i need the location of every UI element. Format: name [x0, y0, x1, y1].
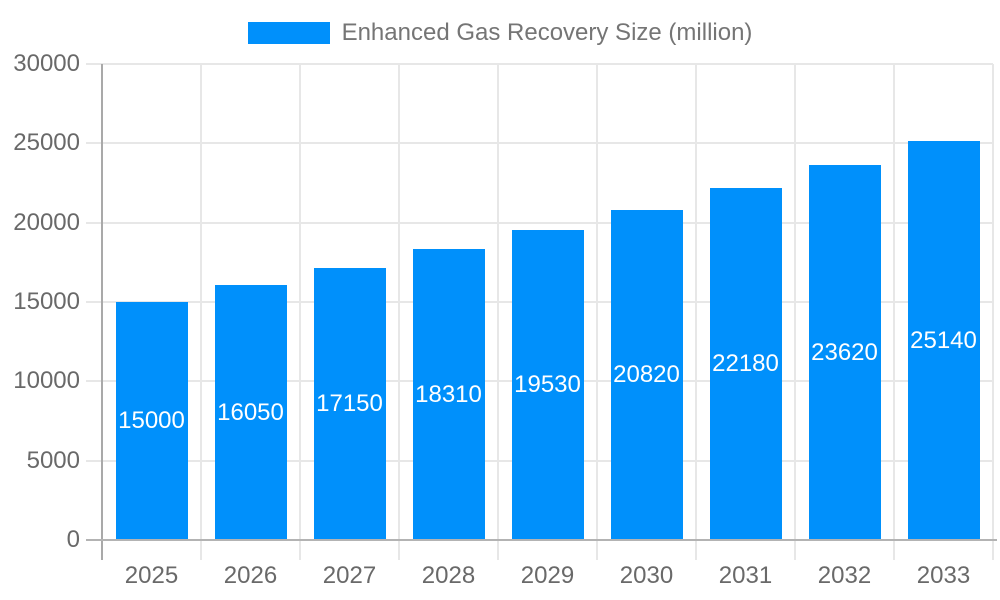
legend-label: Enhanced Gas Recovery Size (million): [341, 19, 753, 46]
h-gridline: [86, 142, 993, 145]
bar[interactable]: 25140: [907, 141, 980, 540]
v-gridline: [200, 64, 202, 560]
x-axis-label: 2029: [520, 562, 575, 589]
x-axis-label: 2032: [817, 562, 872, 589]
x-axis-label: 2028: [421, 562, 476, 589]
x-axis-label: 2033: [916, 562, 971, 589]
bar[interactable]: 23620: [808, 165, 881, 540]
bar-value-label: 22180: [712, 350, 779, 378]
legend-swatch: [247, 22, 330, 44]
y-axis-label: 25000: [13, 129, 80, 157]
bar-value-label: 17150: [316, 389, 383, 417]
bar[interactable]: 15000: [115, 302, 188, 540]
legend[interactable]: Enhanced Gas Recovery Size (million): [0, 19, 1000, 47]
bar[interactable]: 17150: [313, 267, 386, 540]
bar-value-label: 19530: [514, 371, 581, 399]
v-gridline: [398, 64, 400, 560]
bar[interactable]: 16050: [214, 285, 287, 540]
bar[interactable]: 18310: [412, 249, 485, 540]
bar-value-label: 16050: [217, 398, 284, 426]
bar-value-label: 15000: [118, 407, 185, 434]
h-gridline: [86, 221, 993, 224]
v-gridline: [695, 64, 697, 560]
h-gridline: [86, 63, 993, 65]
bar[interactable]: 20820: [610, 209, 683, 540]
x-axis-line: [86, 539, 997, 541]
v-gridline: [893, 64, 895, 560]
bar-value-label: 25140: [910, 326, 977, 354]
y-axis-label: 5000: [26, 446, 80, 474]
y-axis-label: 20000: [13, 208, 80, 236]
x-axis-label: 2030: [619, 562, 674, 589]
y-axis-label: 15000: [13, 288, 80, 315]
x-axis-label: 2026: [223, 562, 278, 589]
bar-value-label: 23620: [811, 338, 878, 366]
v-gridline: [299, 64, 301, 560]
y-axis-label: 10000: [13, 367, 80, 395]
bar-value-label: 18310: [415, 380, 482, 408]
bar[interactable]: 22180: [709, 188, 782, 540]
x-axis-label: 2027: [322, 562, 377, 589]
y-axis-line: [101, 64, 103, 560]
bar-value-label: 20820: [613, 360, 680, 388]
v-gridline: [794, 64, 796, 560]
v-gridline: [992, 64, 994, 560]
y-axis-label: 30000: [13, 50, 80, 77]
x-axis-label: 2025: [124, 562, 179, 589]
v-gridline: [497, 64, 499, 560]
x-axis-label: 2031: [718, 562, 773, 589]
v-gridline: [596, 64, 598, 560]
bar[interactable]: 19530: [511, 230, 584, 540]
y-axis-label: 0: [66, 526, 80, 553]
